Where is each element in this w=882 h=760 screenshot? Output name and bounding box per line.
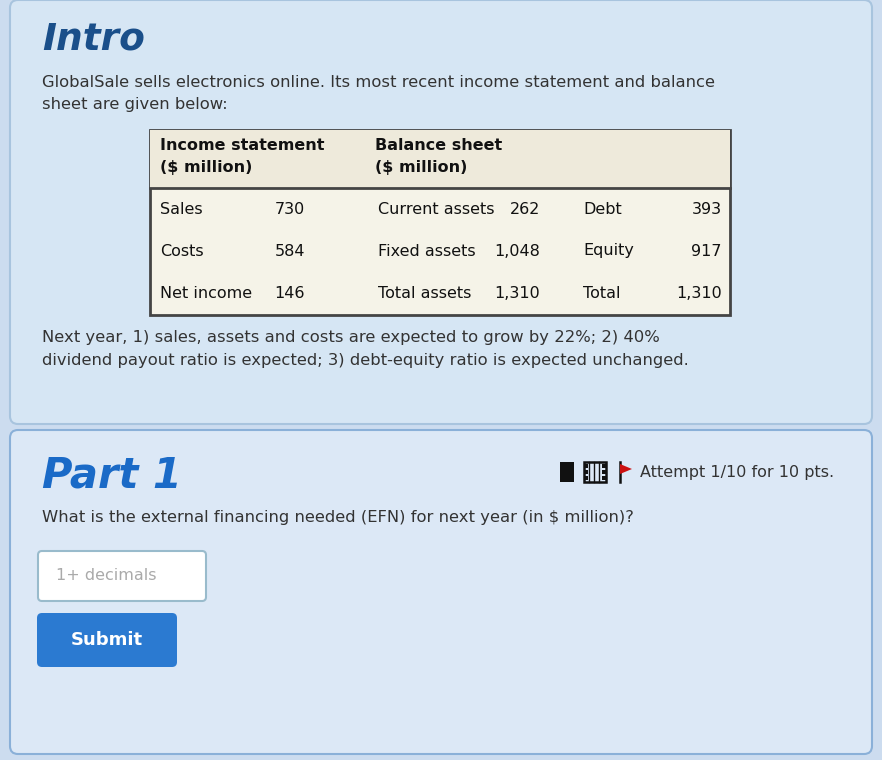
FancyBboxPatch shape	[37, 613, 177, 667]
FancyBboxPatch shape	[38, 551, 206, 601]
Bar	[584, 476, 588, 480]
Bar	[584, 464, 588, 468]
Text: 1,310: 1,310	[494, 286, 540, 300]
Text: Fixed assets: Fixed assets	[378, 243, 475, 258]
Text: 917: 917	[691, 243, 722, 258]
Text: Sales: Sales	[160, 201, 203, 217]
Text: 1+ decimals: 1+ decimals	[56, 568, 156, 584]
Bar	[560, 462, 574, 482]
Text: ($ million): ($ million)	[160, 160, 252, 175]
Bar	[584, 470, 588, 474]
Bar	[602, 470, 606, 474]
Text: Total assets: Total assets	[378, 286, 471, 300]
Text: Part 1: Part 1	[42, 455, 182, 497]
FancyBboxPatch shape	[10, 430, 872, 754]
Text: Submit: Submit	[71, 631, 143, 649]
Text: 584: 584	[274, 243, 305, 258]
Text: Costs: Costs	[160, 243, 204, 258]
Text: Current assets: Current assets	[378, 201, 495, 217]
Text: Balance sheet: Balance sheet	[375, 138, 502, 153]
Bar	[150, 130, 730, 188]
Text: 262: 262	[510, 201, 540, 217]
Text: sheet are given below:: sheet are given below:	[42, 97, 228, 112]
Text: Total: Total	[583, 286, 621, 300]
Bar	[584, 462, 606, 482]
Text: ($ million): ($ million)	[375, 160, 467, 175]
Text: 146: 146	[274, 286, 305, 300]
Text: Income statement: Income statement	[160, 138, 325, 153]
Text: Equity: Equity	[583, 243, 634, 258]
Bar	[602, 476, 606, 480]
Text: What is the external financing needed (EFN) for next year (in $ million)?: What is the external financing needed (E…	[42, 510, 634, 525]
Text: 1,048: 1,048	[494, 243, 540, 258]
Text: Next year, 1) sales, assets and costs are expected to grow by 22%; 2) 40%: Next year, 1) sales, assets and costs ar…	[42, 330, 660, 345]
Text: GlobalSale sells electronics online. Its most recent income statement and balanc: GlobalSale sells electronics online. Its…	[42, 75, 715, 90]
Text: Intro: Intro	[42, 22, 145, 58]
Text: 393: 393	[691, 201, 722, 217]
Text: 730: 730	[275, 201, 305, 217]
Bar	[602, 464, 606, 468]
FancyBboxPatch shape	[10, 0, 872, 424]
Bar	[150, 130, 730, 315]
Text: Attempt 1/10 for 10 pts.: Attempt 1/10 for 10 pts.	[640, 464, 834, 480]
Polygon shape	[620, 464, 632, 474]
Text: dividend payout ratio is expected; 3) debt-equity ratio is expected unchanged.: dividend payout ratio is expected; 3) de…	[42, 353, 689, 368]
Text: 1,310: 1,310	[676, 286, 722, 300]
Text: Debt: Debt	[583, 201, 622, 217]
Text: Net income: Net income	[160, 286, 252, 300]
